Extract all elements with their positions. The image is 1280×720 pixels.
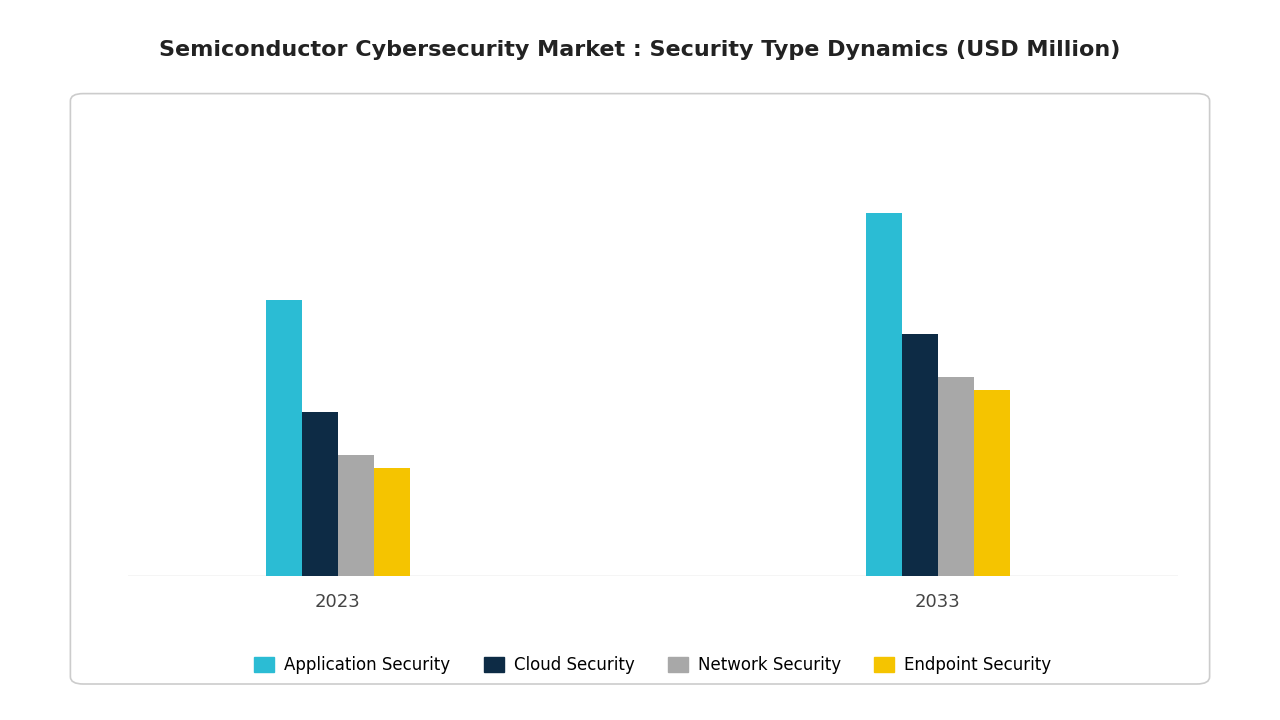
Text: Semiconductor Cybersecurity Market : Security Type Dynamics (USD Million): Semiconductor Cybersecurity Market : Sec… bbox=[159, 40, 1121, 60]
Bar bbox=[266, 300, 302, 576]
Bar bbox=[374, 468, 410, 576]
Bar bbox=[974, 390, 1010, 576]
Bar bbox=[302, 412, 338, 576]
Legend: Application Security, Cloud Security, Network Security, Endpoint Security: Application Security, Cloud Security, Ne… bbox=[247, 649, 1059, 680]
Bar bbox=[338, 455, 374, 576]
Bar bbox=[865, 213, 901, 576]
Bar bbox=[901, 334, 938, 576]
Bar bbox=[938, 377, 974, 576]
FancyBboxPatch shape bbox=[70, 94, 1210, 684]
